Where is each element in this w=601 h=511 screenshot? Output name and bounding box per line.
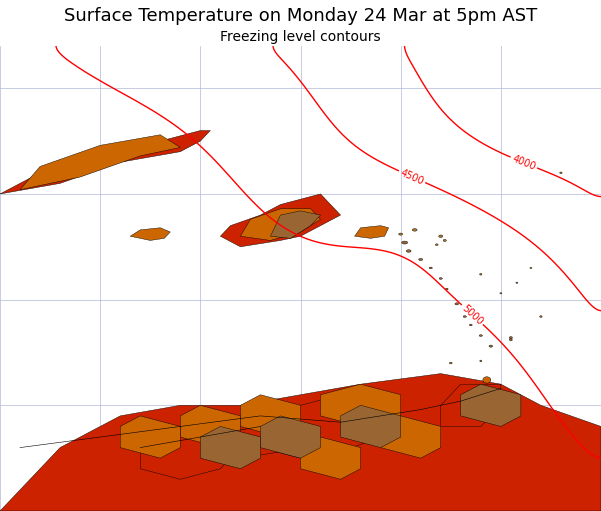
Polygon shape	[240, 394, 300, 437]
Polygon shape	[355, 226, 389, 238]
Ellipse shape	[480, 273, 482, 275]
Ellipse shape	[480, 360, 482, 362]
Ellipse shape	[443, 239, 447, 242]
Ellipse shape	[530, 267, 532, 269]
Polygon shape	[200, 416, 300, 458]
Polygon shape	[130, 228, 170, 241]
Ellipse shape	[510, 339, 512, 341]
Ellipse shape	[516, 282, 518, 284]
Ellipse shape	[429, 267, 432, 269]
Ellipse shape	[483, 377, 491, 383]
Polygon shape	[20, 135, 180, 190]
Ellipse shape	[419, 259, 423, 261]
Polygon shape	[200, 427, 260, 469]
Ellipse shape	[406, 250, 411, 252]
Polygon shape	[461, 384, 521, 427]
Ellipse shape	[450, 362, 452, 364]
Ellipse shape	[469, 324, 472, 326]
Ellipse shape	[439, 235, 443, 238]
Ellipse shape	[412, 228, 417, 231]
Polygon shape	[260, 416, 320, 458]
Ellipse shape	[465, 388, 485, 401]
Ellipse shape	[401, 241, 407, 244]
Ellipse shape	[463, 316, 466, 317]
Ellipse shape	[479, 335, 483, 336]
Polygon shape	[270, 211, 320, 238]
Polygon shape	[0, 130, 210, 194]
Text: 5000: 5000	[460, 303, 485, 327]
Polygon shape	[320, 384, 401, 427]
Polygon shape	[221, 194, 341, 247]
Ellipse shape	[445, 288, 448, 290]
Ellipse shape	[540, 316, 542, 317]
Polygon shape	[441, 384, 501, 427]
Ellipse shape	[509, 337, 513, 339]
Text: Surface Temperature on Monday 24 Mar at 5pm AST: Surface Temperature on Monday 24 Mar at …	[64, 7, 537, 25]
Polygon shape	[140, 427, 240, 479]
Text: Freezing level contours: Freezing level contours	[220, 30, 381, 44]
Text: 4500: 4500	[399, 167, 426, 187]
Polygon shape	[240, 208, 320, 241]
Polygon shape	[300, 437, 361, 479]
Ellipse shape	[435, 244, 438, 245]
Polygon shape	[180, 405, 240, 448]
Polygon shape	[120, 416, 180, 458]
Polygon shape	[0, 374, 601, 511]
Ellipse shape	[560, 172, 562, 174]
Polygon shape	[260, 394, 401, 458]
Ellipse shape	[489, 345, 493, 347]
Polygon shape	[380, 416, 441, 458]
Ellipse shape	[500, 293, 502, 294]
Ellipse shape	[439, 277, 442, 280]
Ellipse shape	[455, 303, 459, 305]
Text: 4000: 4000	[510, 153, 537, 172]
Ellipse shape	[398, 233, 403, 235]
Polygon shape	[341, 405, 401, 448]
